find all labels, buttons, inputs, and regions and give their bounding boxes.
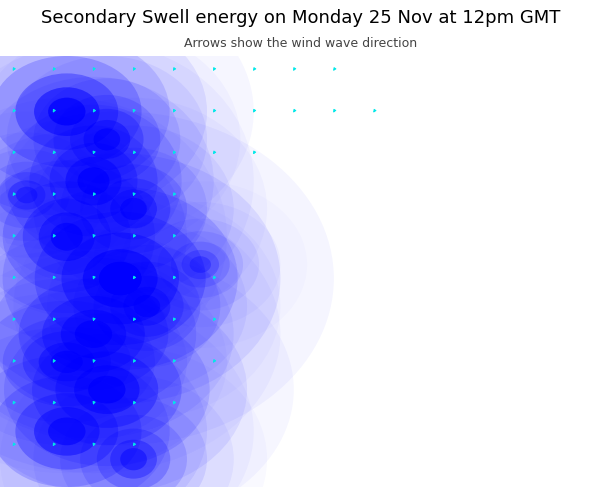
Ellipse shape xyxy=(49,143,138,219)
Ellipse shape xyxy=(110,440,157,479)
Ellipse shape xyxy=(0,56,142,167)
Ellipse shape xyxy=(61,310,126,358)
Ellipse shape xyxy=(4,313,210,466)
Ellipse shape xyxy=(110,276,184,337)
Ellipse shape xyxy=(80,415,187,487)
Ellipse shape xyxy=(19,279,168,390)
Ellipse shape xyxy=(2,318,131,406)
Ellipse shape xyxy=(0,230,234,438)
Text: Arrows show the wind wave direction: Arrows show the wind wave direction xyxy=(184,37,417,50)
Ellipse shape xyxy=(50,223,83,251)
Ellipse shape xyxy=(7,56,207,223)
Ellipse shape xyxy=(182,250,219,279)
Ellipse shape xyxy=(171,242,230,287)
Ellipse shape xyxy=(94,128,120,150)
Ellipse shape xyxy=(61,233,179,324)
Ellipse shape xyxy=(0,153,281,404)
Ellipse shape xyxy=(60,148,207,270)
Ellipse shape xyxy=(0,285,247,487)
Ellipse shape xyxy=(73,245,221,367)
Ellipse shape xyxy=(5,105,182,258)
Ellipse shape xyxy=(32,334,182,445)
Ellipse shape xyxy=(2,181,131,292)
Ellipse shape xyxy=(0,172,56,218)
Ellipse shape xyxy=(99,262,142,295)
Ellipse shape xyxy=(94,262,200,351)
Ellipse shape xyxy=(0,132,187,341)
Ellipse shape xyxy=(120,448,147,470)
Ellipse shape xyxy=(48,417,85,445)
Ellipse shape xyxy=(0,327,207,487)
Text: Secondary Swell energy on Monday 25 Nov at 12pm GMT: Secondary Swell energy on Monday 25 Nov … xyxy=(41,9,560,27)
Ellipse shape xyxy=(78,167,109,195)
Ellipse shape xyxy=(0,162,70,228)
Ellipse shape xyxy=(88,376,126,404)
Ellipse shape xyxy=(38,212,95,261)
Ellipse shape xyxy=(48,98,85,126)
Ellipse shape xyxy=(34,78,180,201)
Ellipse shape xyxy=(16,393,118,469)
Ellipse shape xyxy=(0,7,207,216)
Ellipse shape xyxy=(110,189,157,228)
Ellipse shape xyxy=(66,157,121,206)
Ellipse shape xyxy=(55,352,158,428)
Ellipse shape xyxy=(80,165,187,253)
Ellipse shape xyxy=(23,199,111,275)
Ellipse shape xyxy=(42,296,145,372)
Ellipse shape xyxy=(157,231,243,298)
Ellipse shape xyxy=(34,87,100,136)
Ellipse shape xyxy=(190,256,211,273)
Ellipse shape xyxy=(34,407,100,456)
Ellipse shape xyxy=(124,287,170,326)
Ellipse shape xyxy=(97,178,170,240)
Ellipse shape xyxy=(142,219,259,310)
Ellipse shape xyxy=(0,300,155,423)
Ellipse shape xyxy=(53,95,160,184)
Ellipse shape xyxy=(29,126,157,237)
Ellipse shape xyxy=(8,181,46,209)
Ellipse shape xyxy=(35,212,206,345)
Ellipse shape xyxy=(0,279,187,445)
Ellipse shape xyxy=(0,35,169,188)
Ellipse shape xyxy=(16,187,37,204)
Ellipse shape xyxy=(0,149,85,241)
Ellipse shape xyxy=(97,429,170,487)
Ellipse shape xyxy=(74,365,139,414)
Ellipse shape xyxy=(120,198,147,220)
Ellipse shape xyxy=(0,77,214,285)
Ellipse shape xyxy=(75,320,112,348)
Ellipse shape xyxy=(38,342,95,381)
Ellipse shape xyxy=(23,331,111,393)
Ellipse shape xyxy=(83,249,157,308)
Ellipse shape xyxy=(60,398,207,487)
Ellipse shape xyxy=(0,160,155,313)
Ellipse shape xyxy=(0,258,197,411)
Ellipse shape xyxy=(84,120,130,159)
Ellipse shape xyxy=(70,109,144,170)
Ellipse shape xyxy=(50,351,83,373)
Ellipse shape xyxy=(34,126,234,292)
Ellipse shape xyxy=(2,187,238,370)
Ellipse shape xyxy=(0,376,142,487)
Ellipse shape xyxy=(16,74,118,150)
Ellipse shape xyxy=(0,355,169,487)
Ellipse shape xyxy=(133,295,160,318)
